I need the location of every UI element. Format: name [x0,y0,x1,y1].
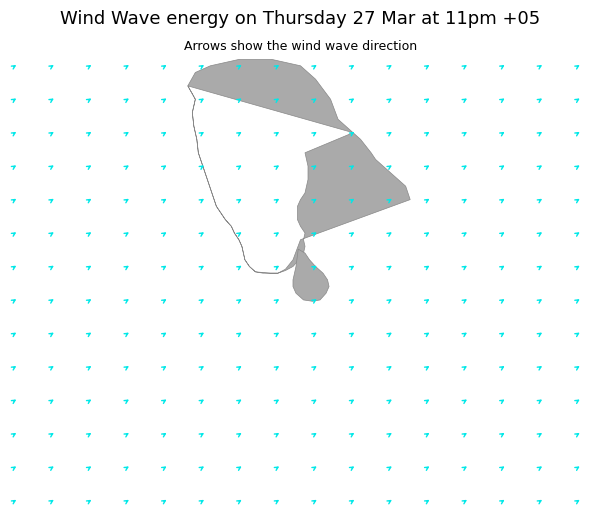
Text: Wind Wave energy on Thursday 27 Mar at 11pm +05: Wind Wave energy on Thursday 27 Mar at 1… [60,10,541,28]
Polygon shape [293,249,329,301]
Polygon shape [188,59,410,273]
Text: Arrows show the wind wave direction: Arrows show the wind wave direction [184,40,417,52]
